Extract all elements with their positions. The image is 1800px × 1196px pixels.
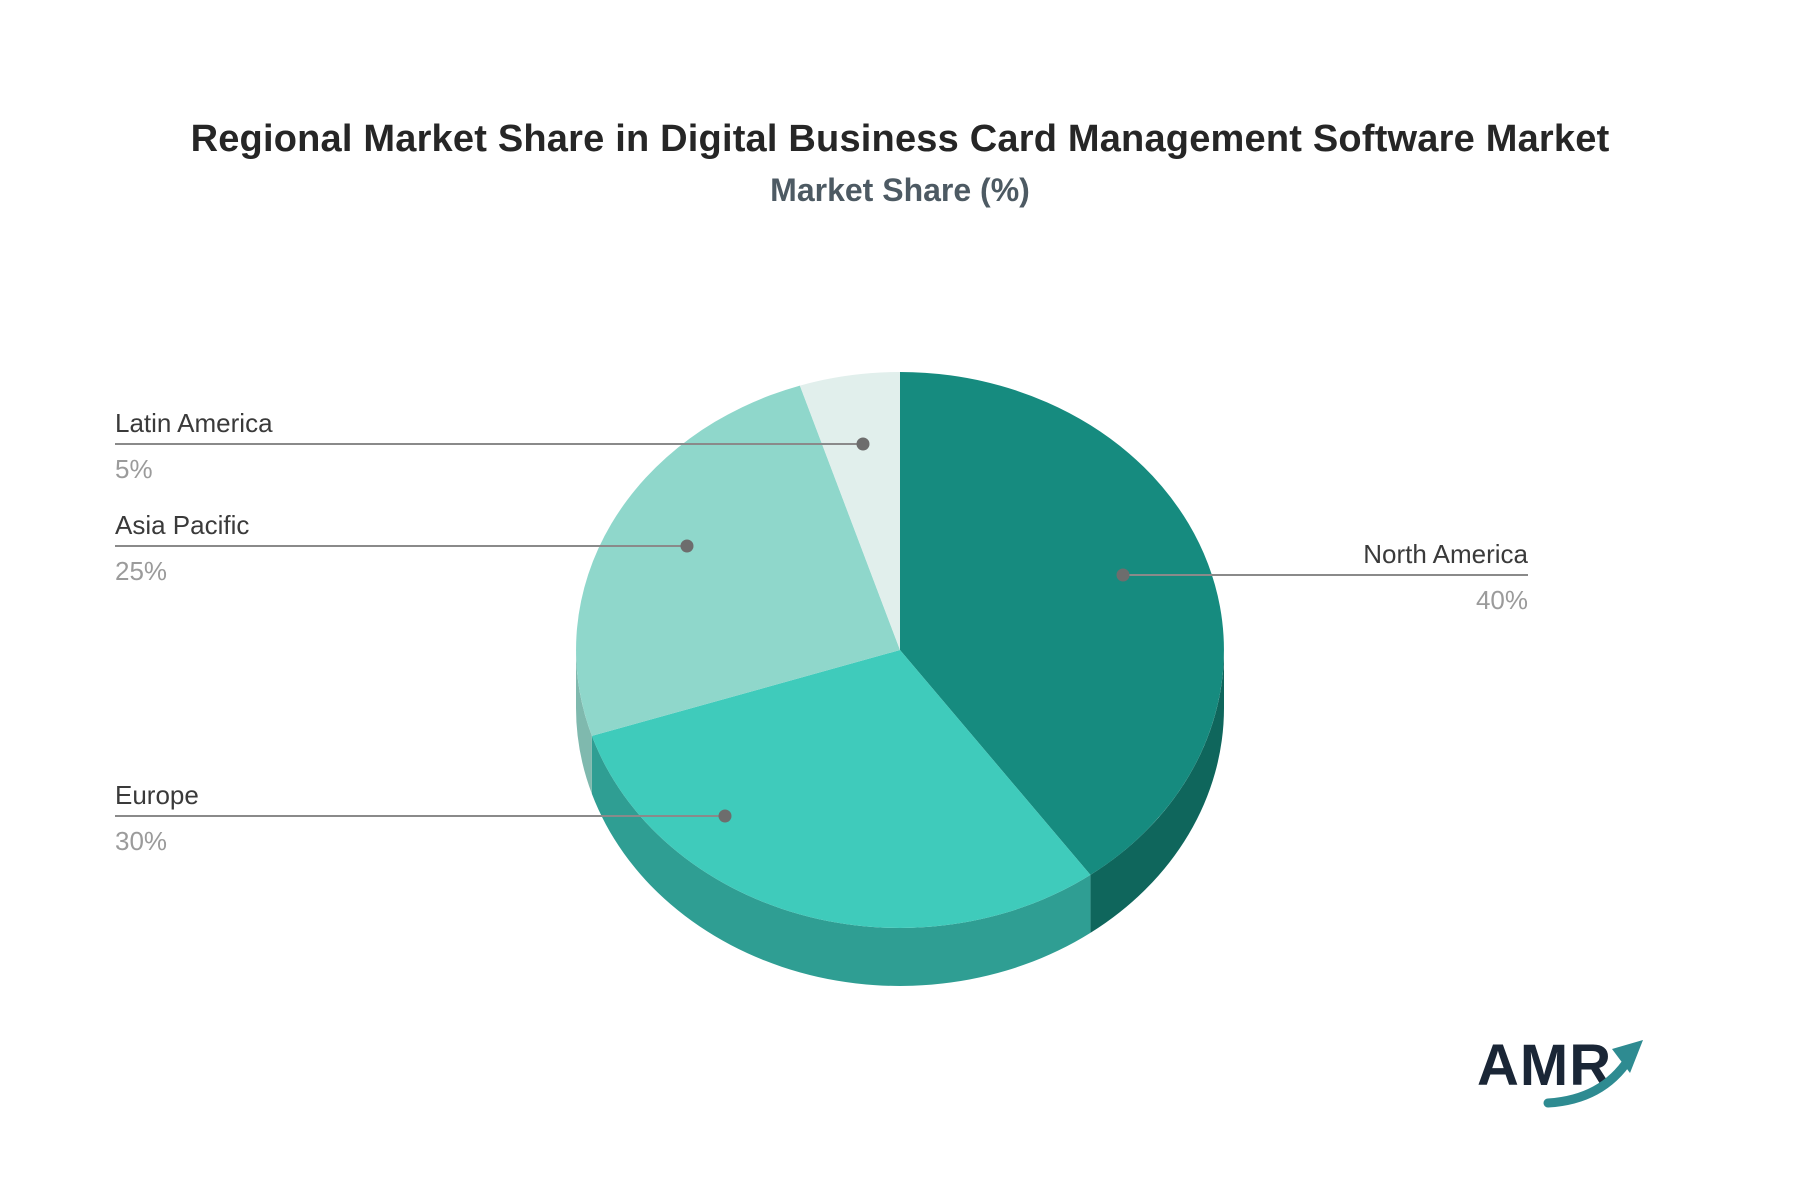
callout-label-asia-pacific: Asia Pacific [115,510,250,540]
pie-slice-latin-america[interactable] [799,372,900,650]
leader-dot-europe [718,809,732,823]
amr-logo-text: AMR [1477,1033,1613,1098]
callout-value-asia-pacific: 25% [115,556,168,586]
pie-slice-asia-pacific[interactable] [576,385,900,736]
pie-slice-north-america[interactable] [900,372,1224,875]
callout-value-europe: 30% [115,826,168,856]
pie-slice-europe[interactable] [591,650,1091,928]
callout-label-north-america: North America [1363,539,1528,569]
pie-slice-side-north-america [1090,650,1224,933]
growth-arrow-icon [1543,1040,1643,1108]
callout-label-europe: Europe [115,780,199,810]
pie-slice-side-europe [591,735,1091,986]
leader-dot-north-america [1116,568,1130,582]
chart-title: Regional Market Share in Digital Busines… [190,118,1610,160]
chart-subtitle: Market Share (%) [770,172,1030,208]
leader-dot-latin-america [856,437,870,451]
leader-dot-asia-pacific [680,539,694,553]
callout-value-latin-america: 5% [115,454,153,484]
pie-slice-side-asia-pacific [576,650,592,794]
callout-label-latin-america: Latin America [115,408,273,438]
callout-value-north-america: 40% [1475,585,1528,615]
